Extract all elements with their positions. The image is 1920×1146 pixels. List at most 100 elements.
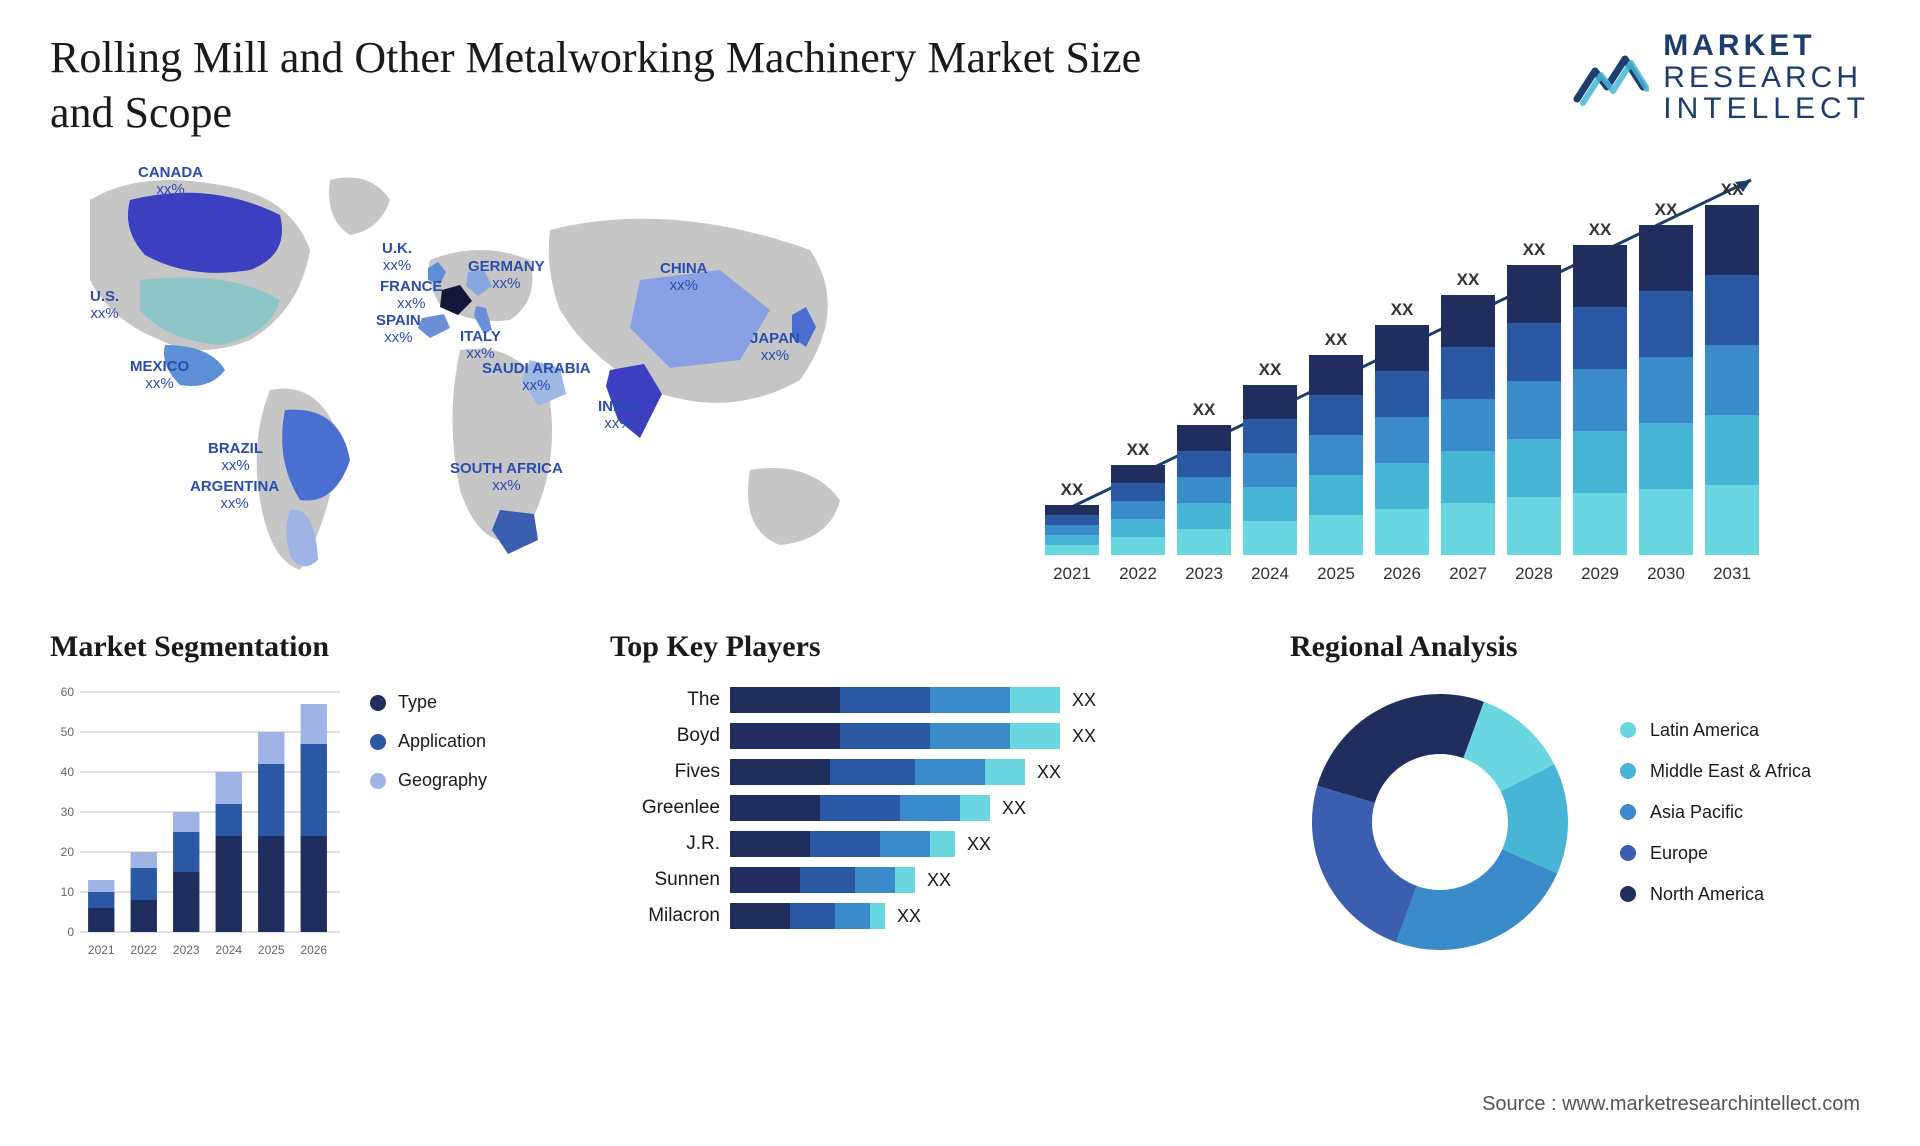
map-label: JAPANxx% [750,330,800,365]
svg-text:2022: 2022 [1119,564,1157,583]
player-bar-row: XX [730,790,1250,826]
brand-logo: MARKET RESEARCH INTELLECT [1571,30,1870,125]
svg-text:2028: 2028 [1515,564,1553,583]
segmentation-legend-item: Type [370,692,570,713]
svg-text:2027: 2027 [1449,564,1487,583]
segmentation-legend: Type Application Geography [370,682,570,962]
map-label: U.K.xx% [382,240,412,275]
region-legend-item: North America [1620,884,1870,905]
growth-chart-panel: XX 2021 XX 2022 XX 2023 XX 2024 XX 2025 XX 2026 XX 20… [960,160,1870,600]
player-value: XX [927,870,951,891]
logo-text-3: INTELLECT [1663,93,1870,125]
svg-text:40: 40 [61,765,75,779]
svg-text:XX: XX [1325,330,1348,349]
svg-text:20: 20 [61,845,75,859]
svg-text:2023: 2023 [173,943,200,957]
map-label: CHINAxx% [660,260,708,295]
map-label: SOUTH AFRICAxx% [450,460,563,495]
logo-text-1: MARKET [1663,30,1870,62]
map-label: CANADAxx% [138,164,203,199]
svg-text:60: 60 [61,685,75,699]
region-legend-item: Europe [1620,843,1870,864]
source-attribution: Source : www.marketresearchintellect.com [1482,1093,1860,1116]
player-bar-row: XX [730,754,1250,790]
page-title: Rolling Mill and Other Metalworking Mach… [50,30,1150,140]
svg-text:30: 30 [61,805,75,819]
player-name: Fives [610,754,720,790]
player-value: XX [1037,762,1061,783]
svg-text:2026: 2026 [300,943,327,957]
regional-legend: Latin America Middle East & Africa Asia Pa… [1620,720,1870,925]
svg-text:XX: XX [1127,440,1150,459]
svg-text:2026: 2026 [1383,564,1421,583]
player-name: Milacron [610,898,720,934]
world-map-panel: CANADAxx% U.S.xx% MEXICOxx% BRAZILxx%ARGENT… [50,160,920,600]
svg-text:2022: 2022 [130,943,157,957]
region-legend-item: Latin America [1620,720,1870,741]
player-value: XX [1002,798,1026,819]
region-legend-item: Middle East & Africa [1620,761,1870,782]
player-value: XX [897,906,921,927]
map-label: FRANCExx% [380,278,443,313]
map-label: ARGENTINAxx% [190,478,279,513]
player-bar-row: XX [730,862,1250,898]
player-bar-row: XX [730,682,1250,718]
svg-text:XX: XX [1061,480,1084,499]
player-name: The [610,682,720,718]
player-name: Sunnen [610,862,720,898]
segmentation-legend-item: Application [370,731,570,752]
logo-text-2: RESEARCH [1663,62,1870,94]
svg-text:2023: 2023 [1185,564,1223,583]
logo-icon [1571,42,1649,112]
svg-text:2024: 2024 [1251,564,1289,583]
player-bar-row: XX [730,826,1250,862]
player-bar-row: XX [730,718,1250,754]
segmentation-panel: Market Segmentation 0 10 20 30 40 50 60 2021 202… [50,630,570,962]
player-value: XX [1072,690,1096,711]
svg-text:XX: XX [1391,300,1414,319]
players-bars: XX XX XX XX XX XX XX [730,682,1250,934]
svg-text:2021: 2021 [88,943,115,957]
map-label: BRAZILxx% [208,440,263,475]
svg-text:XX: XX [1259,360,1282,379]
segmentation-title: Market Segmentation [50,630,570,664]
segmentation-legend-item: Geography [370,770,570,791]
player-name: Greenlee [610,790,720,826]
svg-text:2025: 2025 [1317,564,1355,583]
svg-text:0: 0 [67,925,74,939]
svg-text:2025: 2025 [258,943,285,957]
players-panel: Top Key Players TheBoydFivesGreenleeJ.R.… [610,630,1250,934]
svg-text:50: 50 [61,725,75,739]
map-label: ITALYxx% [460,328,501,363]
svg-text:2029: 2029 [1581,564,1619,583]
map-label: MEXICOxx% [130,358,189,393]
svg-text:XX: XX [1721,180,1744,199]
segmentation-chart: 0 10 20 30 40 50 60 2021 2022 2023 2024 2025 2026 [50,682,340,962]
svg-text:2024: 2024 [215,943,242,957]
svg-text:XX: XX [1193,400,1216,419]
svg-text:XX: XX [1523,240,1546,259]
svg-text:10: 10 [61,885,75,899]
player-name: Boyd [610,718,720,754]
svg-text:2030: 2030 [1647,564,1685,583]
regional-donut-chart [1290,682,1590,962]
map-label: INDIAxx% [598,398,639,433]
player-bar-row: XX [730,898,1250,934]
players-title: Top Key Players [610,630,1250,664]
players-names: TheBoydFivesGreenleeJ.R.SunnenMilacron [610,682,720,934]
map-label: U.S.xx% [90,288,119,323]
regional-panel: Regional Analysis Latin AmericaMiddle Ea… [1290,630,1870,962]
growth-bar-chart: XX 2021 XX 2022 XX 2023 XX 2024 XX 2025 XX 2026 XX 20… [960,160,1870,600]
region-legend-item: Asia Pacific [1620,802,1870,823]
svg-text:2031: 2031 [1713,564,1751,583]
map-label: SAUDI ARABIAxx% [482,360,591,395]
svg-text:XX: XX [1589,220,1612,239]
svg-text:XX: XX [1457,270,1480,289]
player-value: XX [1072,726,1096,747]
map-label: SPAINxx% [376,312,421,347]
svg-text:2021: 2021 [1053,564,1091,583]
player-value: XX [967,834,991,855]
map-label: GERMANYxx% [468,258,545,293]
svg-text:XX: XX [1655,200,1678,219]
player-name: J.R. [610,826,720,862]
